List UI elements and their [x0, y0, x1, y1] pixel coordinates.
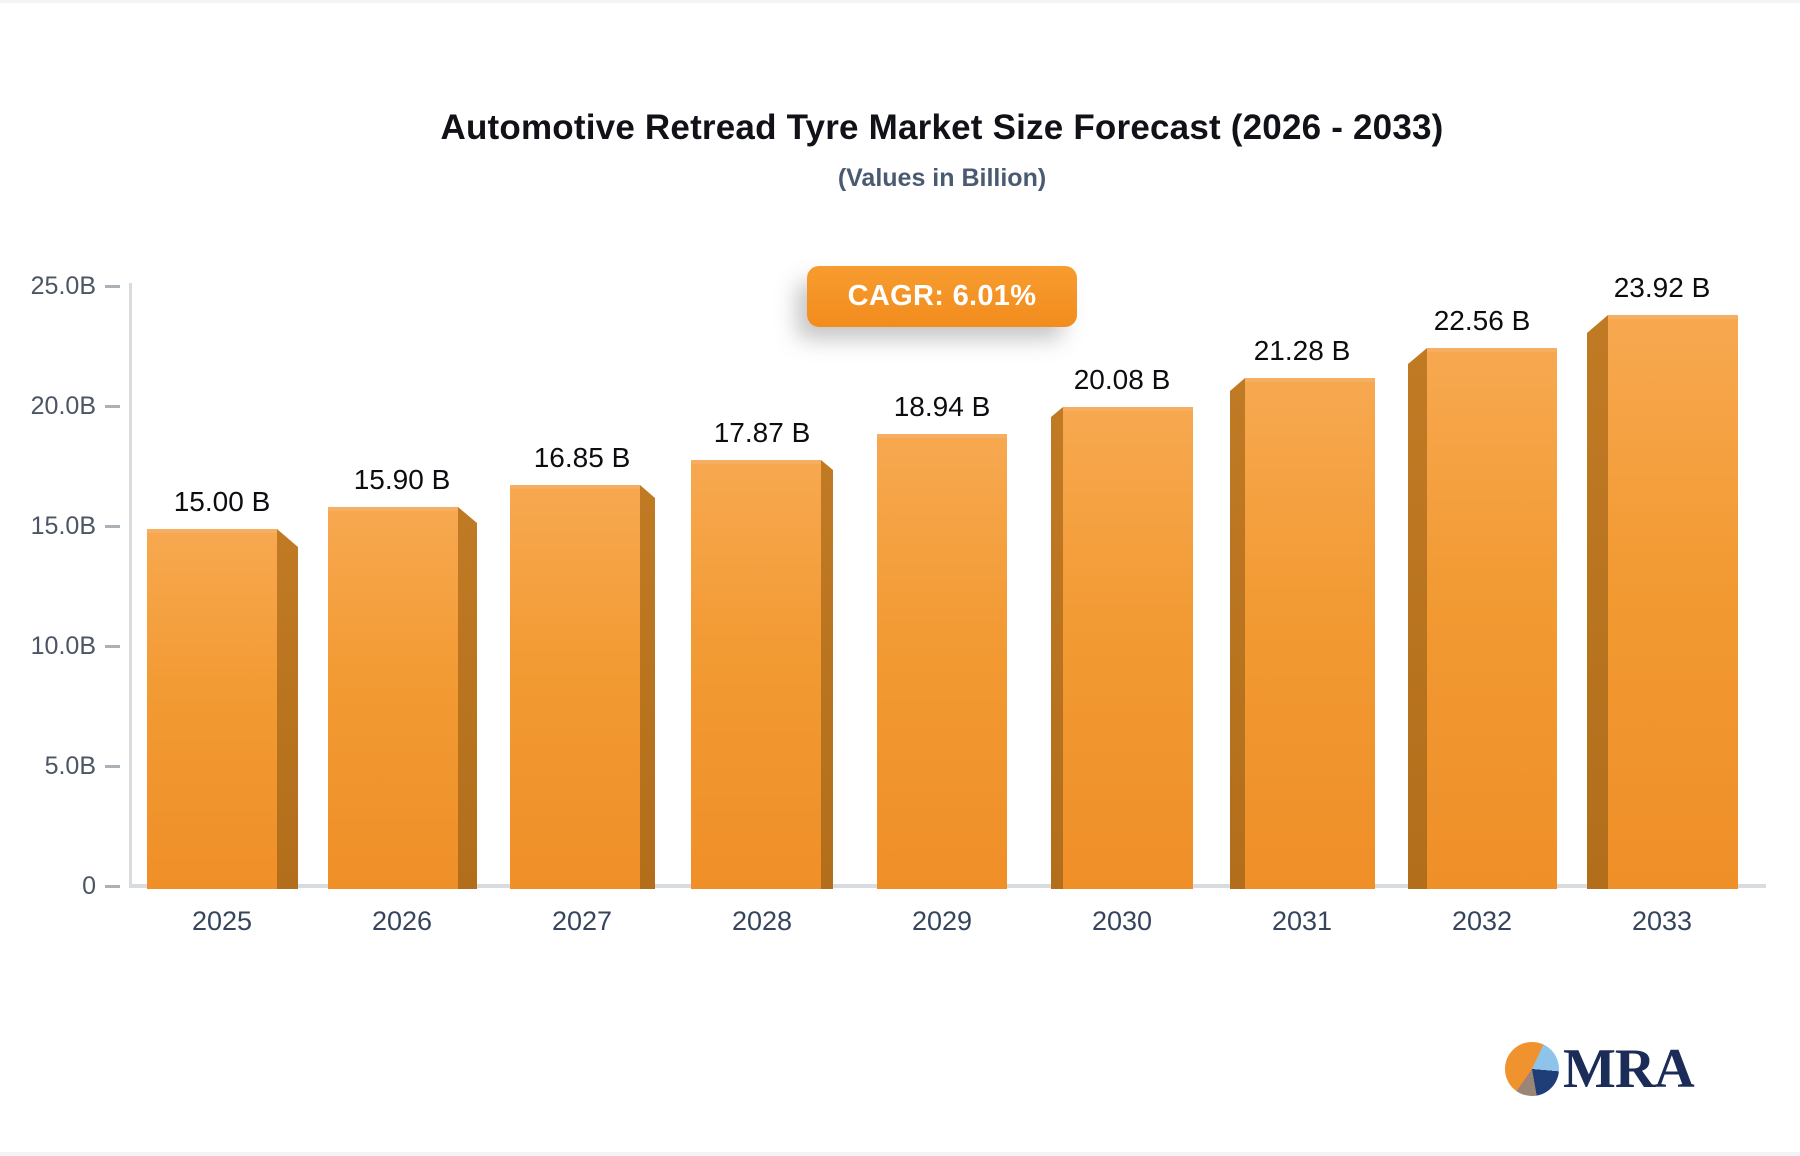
- x-tick-label-2026: 2026: [371, 906, 433, 936]
- bar-band: 23.92 B: [1572, 272, 1752, 889]
- bar-side-face: [640, 485, 655, 889]
- y-tick-mark: [105, 765, 120, 768]
- y-tick-label: 5.0B: [44, 752, 96, 780]
- bar-2028: [691, 460, 833, 889]
- x-tick-label-2029: 2029: [911, 906, 973, 936]
- y-tick-label: 0: [82, 872, 96, 900]
- bar-value-label: 22.56 B: [1433, 305, 1531, 336]
- bar-face: [147, 529, 277, 889]
- x-tick-label-2025: 2025: [191, 906, 253, 936]
- x-tick-label-2027: 2027: [551, 906, 613, 936]
- bar-face: [510, 485, 640, 889]
- bar-side-face: [458, 507, 477, 889]
- bar-band: 21.28 B: [1212, 288, 1392, 889]
- bar-band: 16.85 B: [492, 288, 672, 889]
- bar-value-label: 15.00 B: [173, 486, 271, 517]
- bar-value-label: 21.28 B: [1253, 335, 1351, 366]
- x-tick-label-2033: 2033: [1631, 906, 1693, 936]
- bar-side-face: [277, 529, 298, 889]
- chart-subtitle: (Values in Billion): [837, 164, 1047, 192]
- bar-band: 15.90 B: [312, 288, 492, 889]
- bar-face: [328, 507, 458, 889]
- y-tick-label: 20.0B: [30, 392, 96, 420]
- bar-2032: [1408, 348, 1557, 889]
- bar-2033: [1587, 315, 1738, 889]
- bar-2029: [877, 434, 1007, 889]
- y-tick-mark: [105, 885, 120, 888]
- bar-side-face: [1051, 407, 1063, 889]
- bar-side-face: [1408, 348, 1427, 889]
- y-tick-label: 15.0B: [30, 512, 96, 540]
- bar-face: [1427, 348, 1557, 889]
- brand-logo: MRA: [1505, 1038, 1695, 1100]
- bar-2027: [510, 485, 655, 889]
- y-axis-line: [129, 283, 132, 888]
- bar-face: [691, 460, 821, 889]
- bar-band: 18.94 B: [852, 288, 1032, 889]
- bar-face: [1245, 378, 1375, 889]
- bar-side-face: [1230, 378, 1245, 889]
- y-tick-mark: [105, 525, 120, 528]
- cagr-badge: CAGR: 6.01%: [807, 266, 1077, 327]
- bar-value-label: 23.92 B: [1613, 272, 1711, 303]
- bar-band: 15.00 B: [132, 288, 312, 889]
- bar-value-label: 17.87 B: [713, 417, 811, 448]
- y-tick-mark: [105, 285, 120, 288]
- bar-face: [1063, 407, 1193, 889]
- bar-face: [1608, 315, 1738, 889]
- pie-chart-logo-icon: [1505, 1042, 1559, 1096]
- y-tick-mark: [105, 645, 120, 648]
- plot-area: 15.00 B 15.90 B 16.85 B 17.87 B 18.94 B 20.08…: [132, 272, 1752, 889]
- bar-2031: [1230, 378, 1375, 889]
- x-tick-label-2031: 2031: [1271, 906, 1333, 936]
- bar-2030: [1051, 407, 1193, 889]
- bar-band: 22.56 B: [1392, 288, 1572, 889]
- bar-2026: [328, 507, 477, 889]
- bar-value-label: 16.85 B: [533, 442, 631, 473]
- bar-value-label: 20.08 B: [1073, 364, 1171, 395]
- bar-value-label: 15.90 B: [353, 464, 451, 495]
- bar-value-label: 18.94 B: [893, 391, 991, 422]
- bar-band: 20.08 B: [1032, 288, 1212, 889]
- bar-side-face: [1587, 315, 1608, 889]
- x-tick-label-2030: 2030: [1091, 906, 1153, 936]
- x-tick-label-2028: 2028: [731, 906, 793, 936]
- chart-title: Automotive Retread Tyre Market Size Fore…: [440, 108, 1444, 147]
- cagr-badge-label: CAGR: 6.01%: [847, 280, 1037, 312]
- brand-logo-text: MRA: [1563, 1038, 1695, 1100]
- bar-2025: [147, 529, 298, 889]
- bar-side-face: [821, 460, 833, 889]
- bar-face: [877, 434, 1007, 889]
- top-edge-divider: [0, 0, 1800, 3]
- x-tick-label-2032: 2032: [1451, 906, 1513, 936]
- y-tick-mark: [105, 405, 120, 408]
- bottom-edge-divider: [0, 1152, 1800, 1156]
- y-tick-label: 10.0B: [30, 632, 96, 660]
- bar-band: 17.87 B: [672, 288, 852, 889]
- y-tick-label: 25.0B: [30, 272, 96, 300]
